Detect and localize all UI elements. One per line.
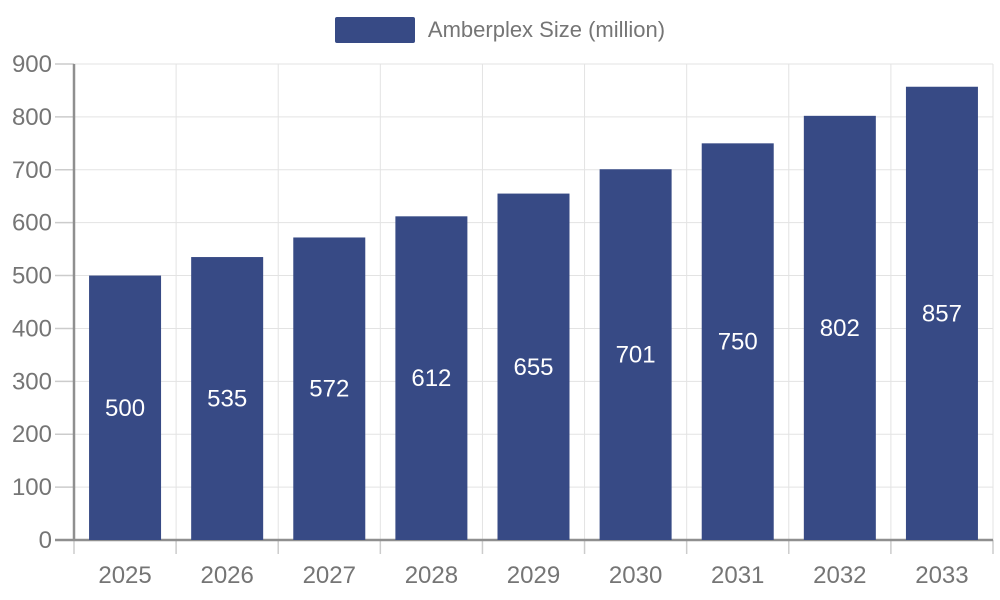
bar[interactable] — [701, 143, 774, 541]
bar[interactable] — [905, 86, 978, 541]
bar[interactable] — [293, 237, 366, 540]
x-axis-tick-label: 2027 — [303, 562, 356, 589]
bar-value-label: 750 — [718, 329, 758, 356]
legend[interactable]: Amberplex Size (million) — [0, 17, 1000, 43]
bar[interactable] — [599, 169, 672, 540]
x-axis-tick-label: 2031 — [711, 562, 764, 589]
y-axis-tick-label: 300 — [12, 368, 52, 395]
y-axis-tick-label: 0 — [39, 527, 52, 554]
y-axis-tick-label: 900 — [12, 51, 52, 78]
y-axis-tick-label: 400 — [12, 315, 52, 342]
y-axis-tick-label: 700 — [12, 157, 52, 184]
bar[interactable] — [191, 257, 264, 540]
bar[interactable] — [395, 216, 468, 540]
bar-value-label: 572 — [309, 376, 349, 403]
bar-value-label: 535 — [207, 386, 247, 413]
bar-value-label: 500 — [105, 395, 145, 422]
bar-value-label: 857 — [922, 300, 962, 327]
legend-swatch — [334, 17, 415, 43]
x-axis-tick-label: 2028 — [405, 562, 458, 589]
x-axis-tick-label: 2030 — [609, 562, 662, 589]
bar[interactable] — [89, 275, 162, 540]
bar-value-label: 612 — [411, 365, 451, 392]
x-axis-tick-label: 2026 — [200, 562, 253, 589]
y-axis-tick-label: 600 — [12, 210, 52, 237]
y-axis-tick-label: 200 — [12, 421, 52, 448]
bar-value-label: 802 — [820, 315, 860, 342]
legend-label: Amberplex Size (million) — [427, 17, 666, 42]
y-axis-tick-label: 100 — [12, 474, 52, 501]
x-axis-tick-label: 2025 — [98, 562, 151, 589]
bar-value-label: 655 — [513, 354, 553, 381]
y-axis-tick-label: 500 — [12, 263, 52, 290]
bar[interactable] — [803, 115, 876, 540]
x-axis-tick-label: 2033 — [915, 562, 968, 589]
x-axis-tick-label: 2032 — [813, 562, 866, 589]
x-axis-tick-label: 2029 — [507, 562, 560, 589]
y-axis-tick-label: 800 — [12, 104, 52, 131]
bar[interactable] — [497, 193, 570, 541]
bar-value-label: 701 — [616, 342, 656, 369]
